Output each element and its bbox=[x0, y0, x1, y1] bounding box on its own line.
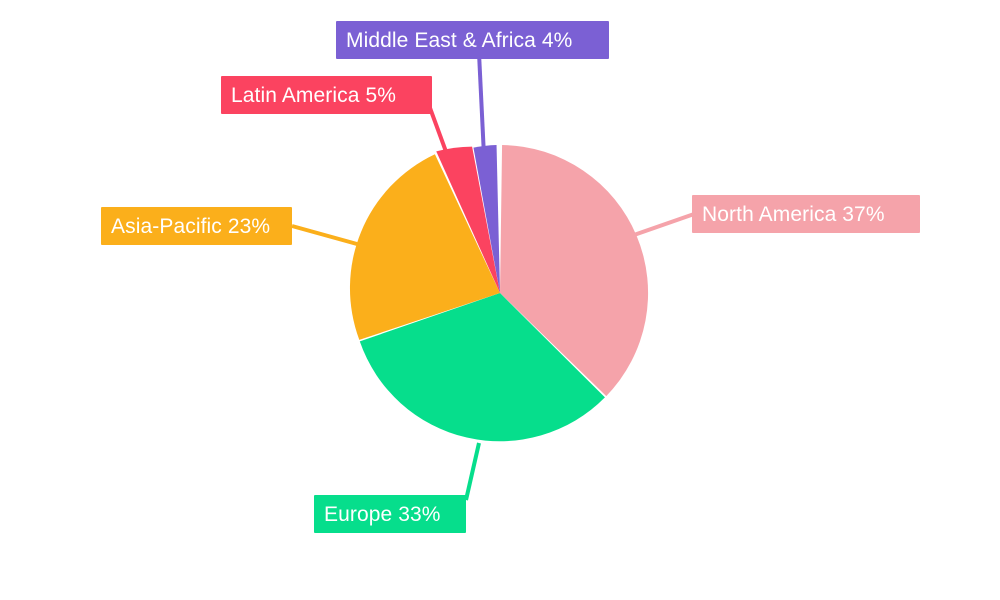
pie-slice-asia-pacific[interactable] bbox=[349, 154, 500, 340]
pie-label-north-america-text: North America 37% bbox=[702, 202, 885, 226]
leader-line-middle-east-africa bbox=[477, 52, 486, 157]
pie-label-middle-east-africa[interactable]: Middle East & Africa 4% bbox=[336, 21, 609, 59]
leader-line-europe bbox=[464, 442, 481, 501]
pie-slice-middle-east-africa[interactable] bbox=[473, 145, 500, 293]
pie-slices bbox=[349, 145, 649, 442]
pie-label-europe-text: Europe 33% bbox=[324, 502, 441, 526]
pie-label-latin-america[interactable]: Latin America 5% bbox=[221, 76, 432, 114]
pie-label-asia-pacific[interactable]: Asia-Pacific 23% bbox=[101, 207, 292, 245]
pie-label-latin-america-text: Latin America 5% bbox=[231, 83, 397, 107]
pie-label-middle-east-africa-text: Middle East & Africa 4% bbox=[346, 28, 573, 52]
pie-label-north-america[interactable]: North America 37% bbox=[692, 195, 920, 233]
pie-slice-latin-america[interactable] bbox=[436, 146, 500, 293]
pie-slice-north-america[interactable] bbox=[500, 145, 649, 397]
leader-line-north-america bbox=[633, 211, 698, 237]
pie-label-europe[interactable]: Europe 33% bbox=[314, 495, 466, 533]
pie-label-asia-pacific-text: Asia-Pacific 23% bbox=[111, 214, 271, 238]
leader-line-asia-pacific bbox=[291, 224, 358, 246]
pie-slice-europe[interactable] bbox=[359, 293, 605, 442]
